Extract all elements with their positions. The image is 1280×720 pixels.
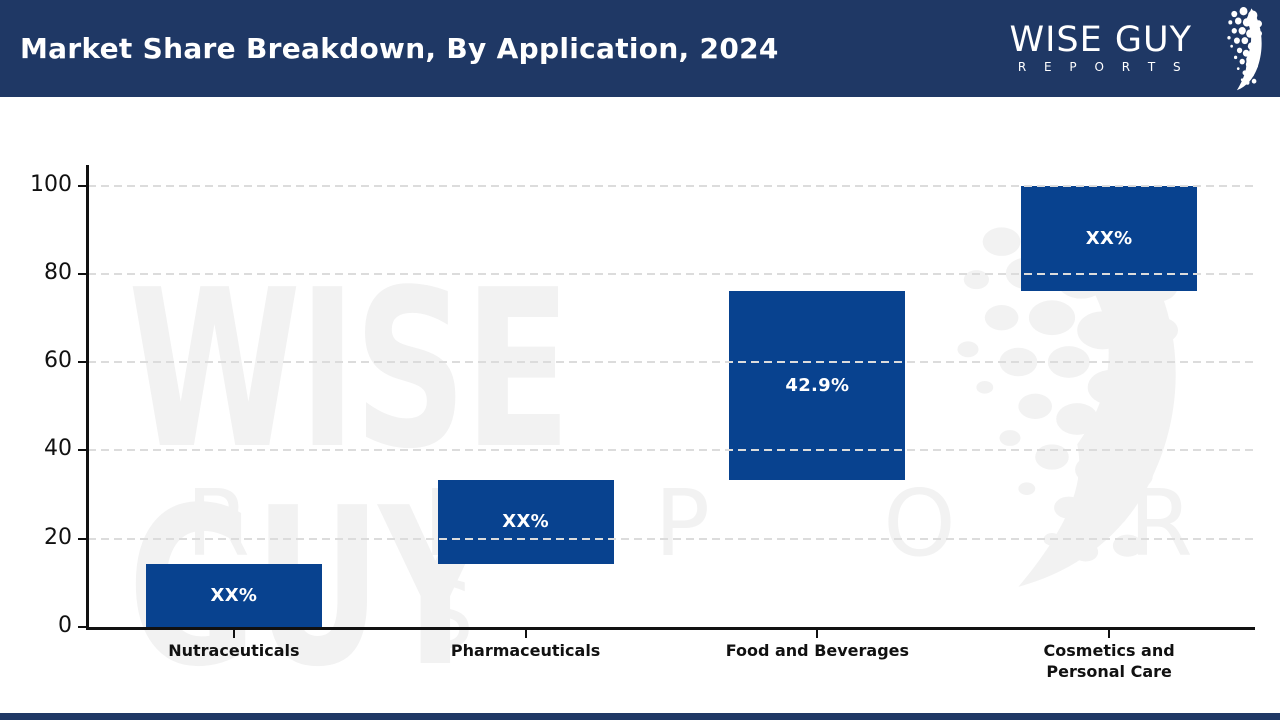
chart-title: Market Share Breakdown, By Application, … (20, 32, 779, 65)
x-tick-4 (1108, 630, 1111, 638)
footer-bar (0, 713, 1280, 720)
category-label-3: Food and Beverages (725, 641, 910, 660)
x-axis-line (86, 627, 1255, 630)
header-bar: Market Share Breakdown, By Application, … (0, 0, 1280, 97)
category-label-2: Pharmaceuticals (450, 641, 601, 660)
gridline-100 (88, 184, 1255, 187)
bar-nutraceuticals: XX% (145, 563, 322, 627)
y-tick-label-100: 100 (30, 171, 72, 197)
gridline-60 (88, 361, 1255, 364)
y-tick-0 (78, 626, 86, 628)
bar-pharmaceuticals: XX% (437, 480, 614, 564)
bar-value-label: 42.9% (785, 374, 850, 396)
logo-text: WISE GUY R E P O R T S (1009, 20, 1192, 75)
y-tick-100 (78, 184, 86, 187)
watermark-subtext: R E P O R T S (186, 470, 1265, 669)
y-tick-20 (78, 537, 86, 540)
y-tick-label-40: 40 (44, 436, 72, 462)
face-dots-icon (1227, 6, 1262, 90)
y-tick-label-0: 0 (58, 613, 72, 638)
gridline-40 (88, 449, 1255, 452)
logo-subtext: R E P O R T S (1017, 60, 1188, 74)
x-tick-2 (524, 630, 527, 638)
bar-food-and-beverages: 42.9% (729, 290, 906, 481)
y-tick-label-20: 20 (44, 524, 72, 550)
y-tick-label-80: 80 (44, 259, 72, 285)
bar-value-label: XX% (1085, 227, 1133, 249)
bar-value-label: XX% (502, 511, 549, 533)
logo-wordmark: WISE GUY (1009, 20, 1192, 60)
bar-value-label: XX% (210, 584, 258, 606)
category-label-1: Nutraceuticals (168, 641, 300, 660)
bar-cosmetics-and-personal-care: XX% (1021, 185, 1198, 291)
gridline-80 (88, 272, 1255, 275)
x-tick-3 (816, 630, 819, 638)
y-tick-80 (78, 272, 86, 275)
y-tick-60 (78, 361, 86, 364)
y-axis-line (86, 165, 89, 629)
gridline-20 (88, 537, 1255, 540)
y-tick-40 (78, 449, 86, 452)
y-tick-label-60: 60 (44, 348, 72, 374)
category-label-4: Cosmetics and Personal Care (1043, 641, 1175, 681)
x-tick-1 (232, 630, 235, 638)
wise-guy-logo: WISE GUY R E P O R T S (1009, 6, 1262, 91)
